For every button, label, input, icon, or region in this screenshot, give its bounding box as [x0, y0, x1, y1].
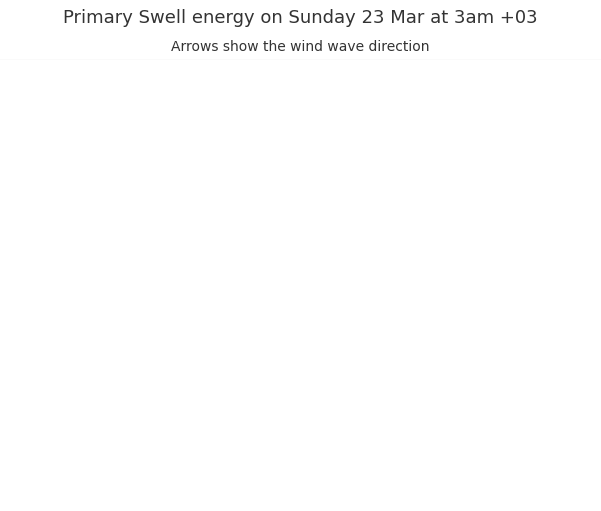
Text: Primary Swell energy on Sunday 23 Mar at 3am +03: Primary Swell energy on Sunday 23 Mar at… [63, 9, 538, 27]
Text: Arrows show the wind wave direction: Arrows show the wind wave direction [171, 40, 430, 54]
Text: cartopy required: cartopy required [208, 275, 393, 296]
